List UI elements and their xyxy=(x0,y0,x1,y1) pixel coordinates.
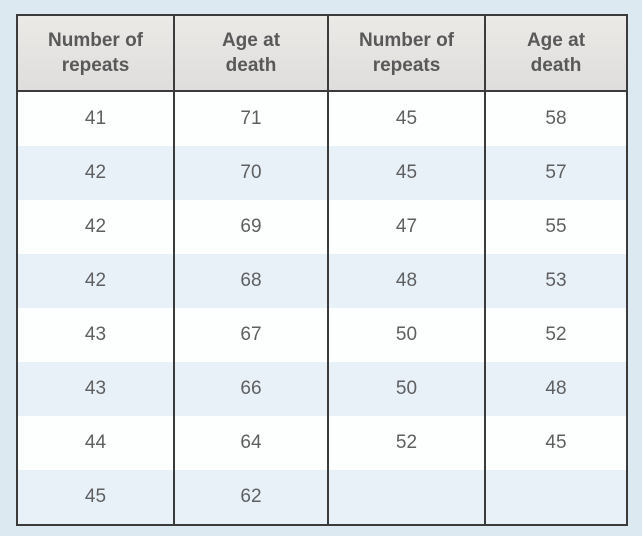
table-cell: 42 xyxy=(16,254,175,308)
column-header-number-of-repeats-left: Number of repeats xyxy=(16,14,175,92)
table-cell: 70 xyxy=(173,146,329,200)
table-cell: 58 xyxy=(484,91,628,146)
table-cell: 53 xyxy=(484,254,628,308)
table-cell: 69 xyxy=(173,200,329,254)
table-cell: 42 xyxy=(16,200,175,254)
table-cell: 50 xyxy=(327,362,486,416)
table-row: 45 62 xyxy=(16,470,628,525)
column-header-age-at-death-left: Age at death xyxy=(173,14,329,92)
table-cell: 48 xyxy=(484,362,628,416)
table-row: 42 68 48 53 xyxy=(16,254,628,308)
table-cell: 67 xyxy=(173,308,329,362)
table-cell: 43 xyxy=(16,308,175,362)
table-cell: 55 xyxy=(484,200,628,254)
table-body: 41 71 45 58 42 70 45 57 42 69 47 55 42 6… xyxy=(16,91,628,525)
table-cell: 52 xyxy=(484,308,628,362)
table-cell: 66 xyxy=(173,362,329,416)
table-cell: 45 xyxy=(327,91,486,146)
table-row: 41 71 45 58 xyxy=(16,91,628,146)
table-cell: 57 xyxy=(484,146,628,200)
header-line: Age at xyxy=(526,29,586,51)
header-line: repeats xyxy=(372,55,441,76)
table-cell: 45 xyxy=(16,470,175,525)
header-line: repeats xyxy=(61,55,130,76)
column-header-age-at-death-right: Age at death xyxy=(484,14,628,92)
repeats-age-table: Number of repeats Age at death Number of… xyxy=(16,14,628,526)
header-line: death xyxy=(530,55,582,76)
table-cell: 71 xyxy=(173,91,329,146)
table-row: 42 69 47 55 xyxy=(16,200,628,254)
column-header-number-of-repeats-right: Number of repeats xyxy=(327,14,486,92)
table-cell: 50 xyxy=(327,308,486,362)
table-cell: 48 xyxy=(327,254,486,308)
table-row: 44 64 52 45 xyxy=(16,416,628,470)
table-row: 42 70 45 57 xyxy=(16,146,628,200)
table-cell: 62 xyxy=(173,470,329,525)
table-cell: 52 xyxy=(327,416,486,470)
table-cell xyxy=(484,470,628,525)
table-cell xyxy=(327,470,486,525)
header-line: death xyxy=(225,55,277,76)
table-cell: 43 xyxy=(16,362,175,416)
table-cell: 41 xyxy=(16,91,175,146)
table-cell: 47 xyxy=(327,200,486,254)
table-cell: 64 xyxy=(173,416,329,470)
table-cell: 44 xyxy=(16,416,175,470)
table-row: 43 66 50 48 xyxy=(16,362,628,416)
header-line: Number of xyxy=(359,29,454,51)
table-row: 43 67 50 52 xyxy=(16,308,628,362)
header-line: Age at xyxy=(221,29,281,51)
table-header-row: Number of repeats Age at death Number of… xyxy=(16,14,628,92)
table-cell: 42 xyxy=(16,146,175,200)
table-cell: 45 xyxy=(484,416,628,470)
table-cell: 68 xyxy=(173,254,329,308)
header-line: Number of xyxy=(48,29,143,51)
table-cell: 45 xyxy=(327,146,486,200)
